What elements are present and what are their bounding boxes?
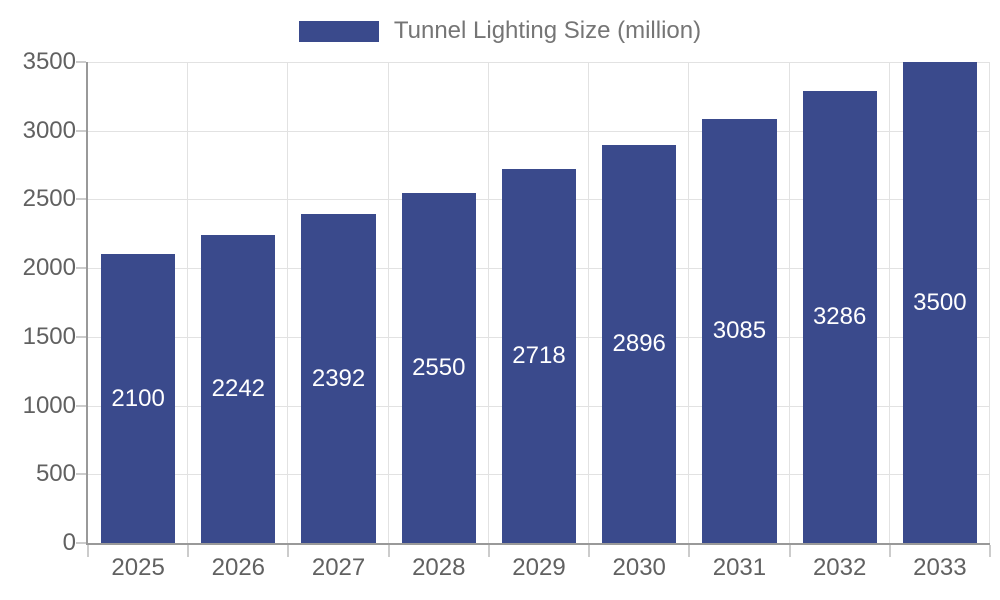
bar-series: 2100 2242 2392 2550 2718 2896 3085 3286 3500 [88, 62, 990, 543]
bar-2025: 2100 [101, 254, 176, 543]
x-tick-label-2030: 2030 [612, 554, 666, 581]
y-axis-line [86, 62, 88, 545]
bar-value-label-2030: 2896 [612, 330, 666, 357]
bar-value-label-2031: 3085 [712, 317, 767, 345]
x-tick-label-2026: 2026 [211, 554, 266, 581]
x-axis-tick [387, 545, 390, 557]
y-tick-label-2500: 2500 [22, 185, 76, 213]
y-tick-label-1500: 1500 [22, 322, 76, 350]
gridline-3000 [88, 130, 990, 132]
y-tick-label-0: 0 [62, 529, 76, 556]
bar-value-label-2032: 3286 [812, 303, 867, 331]
bar-value-label-2026: 2242 [211, 374, 266, 402]
x-tick-label-2025: 2025 [111, 554, 165, 581]
x-axis-tick [588, 545, 591, 557]
legend-label: Tunnel Lighting Size (million) [393, 17, 702, 44]
y-axis-tick [76, 61, 86, 63]
bar-value-label-2027: 2392 [311, 364, 366, 392]
category-boundary-line [888, 62, 890, 543]
x-axis-labels: 2025 2026 2027 2028 2029 2030 2031 2032 2033 [88, 554, 990, 582]
legend-item[interactable]: Tunnel Lighting Size (million) [0, 15, 1000, 47]
x-axis-line [86, 543, 990, 545]
x-tick-label-2033: 2033 [913, 554, 967, 581]
bar-2027: 2392 [301, 214, 376, 543]
y-axis-tick [76, 404, 86, 407]
x-axis-tick [87, 545, 89, 557]
bar-slot-2027: 2392 [288, 62, 388, 543]
bar-slot-2025: 2100 [88, 62, 188, 543]
x-tick-label-2029: 2029 [512, 554, 566, 581]
y-axis-tick [76, 473, 86, 476]
bar-2029: 2718 [501, 169, 577, 543]
bar-slot-2026: 2242 [188, 62, 288, 543]
x-axis-tick [187, 545, 190, 557]
x-axis-tick [788, 545, 791, 557]
category-boundary-line [989, 62, 990, 543]
category-boundary-line [187, 62, 189, 543]
x-axis-tick [688, 545, 691, 557]
bar-slot-2033: 3500 [890, 62, 990, 543]
bar-value-label-2033: 3500 [913, 288, 967, 316]
y-tick-label-500: 500 [35, 460, 76, 488]
bar-slot-2028: 2550 [389, 62, 489, 543]
legend-swatch [298, 20, 379, 42]
category-boundary-line [387, 62, 389, 543]
gridline-3500 [88, 62, 990, 63]
x-tick-label-2028: 2028 [412, 554, 466, 581]
bar-slot-2029: 2718 [489, 62, 589, 543]
y-tick-label-1000: 1000 [22, 391, 76, 419]
bar-2026: 2242 [201, 234, 276, 543]
category-boundary-line [688, 62, 690, 543]
bar-2028: 2550 [401, 192, 476, 543]
bar-value-label-2029: 2718 [512, 342, 566, 370]
bar-slot-2032: 3286 [790, 62, 890, 543]
y-tick-label-2000: 2000 [22, 254, 76, 282]
y-axis-tick [76, 198, 86, 201]
plot-area: 2100 2242 2392 2550 2718 2896 3085 3286 3500 [76, 61, 991, 557]
bar-value-label-2028: 2550 [412, 353, 466, 381]
x-tick-label-2032: 2032 [812, 554, 867, 581]
y-tick-label-3500: 3500 [22, 48, 76, 75]
y-axis-tick [76, 267, 86, 270]
y-tick-label-3000: 3000 [22, 116, 76, 144]
x-tick-label-2027: 2027 [311, 554, 366, 581]
x-axis-tick [989, 545, 991, 557]
category-boundary-line [588, 62, 590, 543]
category-boundary-line [788, 62, 790, 543]
x-tick-label-2031: 2031 [712, 554, 767, 581]
category-boundary-line [287, 62, 289, 543]
y-axis-tick [76, 129, 86, 132]
x-axis-tick [487, 545, 490, 557]
x-axis-tick [287, 545, 290, 557]
bar-slot-2031: 3085 [689, 62, 789, 543]
y-axis-tick [76, 335, 86, 338]
bar-2031: 3085 [702, 119, 777, 543]
y-axis-labels: 0 500 1000 1500 2000 2500 3000 3500 [0, 48, 76, 556]
category-boundary-line [487, 62, 489, 543]
bar-2030: 2896 [602, 145, 677, 543]
bar-2033: 3500 [902, 62, 977, 543]
x-axis-tick [888, 545, 891, 557]
bar-slot-2030: 2896 [589, 62, 689, 543]
bar-2032: 3286 [802, 91, 877, 543]
y-axis-tick [76, 542, 86, 544]
bar-value-label-2025: 2100 [111, 384, 165, 412]
